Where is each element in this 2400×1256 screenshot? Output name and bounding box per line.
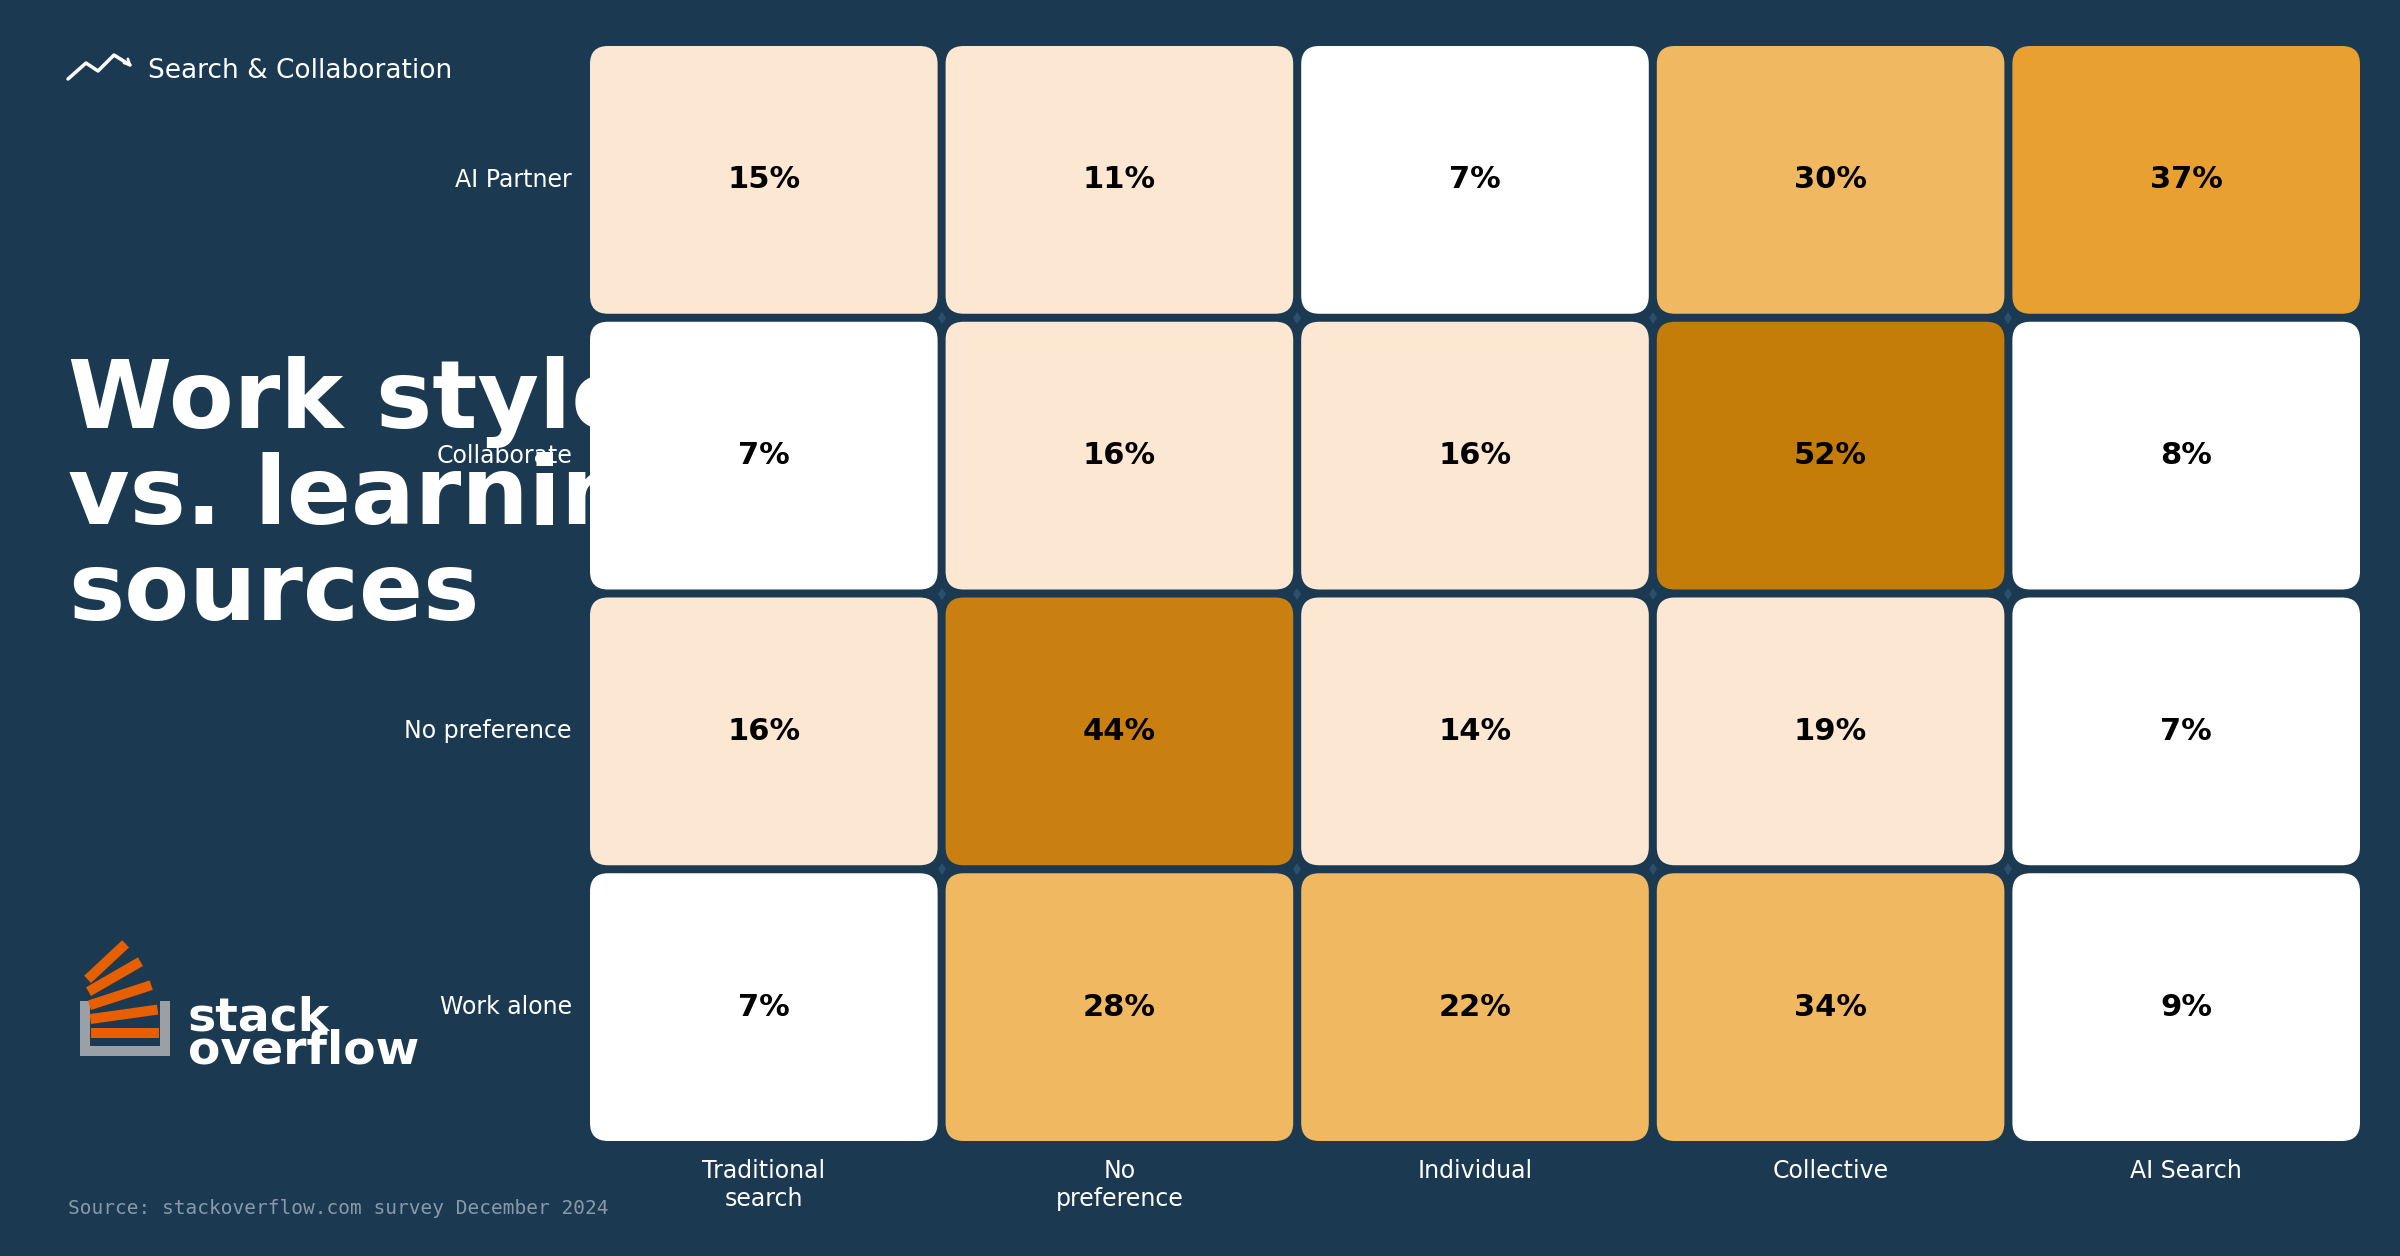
Bar xyxy=(89,1005,158,1024)
Text: stack: stack xyxy=(187,996,331,1040)
Text: 7%: 7% xyxy=(2160,717,2213,746)
FancyBboxPatch shape xyxy=(946,873,1294,1140)
Bar xyxy=(84,941,130,983)
FancyBboxPatch shape xyxy=(2014,46,2359,314)
Text: Traditional
search: Traditional search xyxy=(703,1159,826,1211)
FancyBboxPatch shape xyxy=(2014,322,2359,589)
Text: 22%: 22% xyxy=(1438,992,1512,1021)
Text: 16%: 16% xyxy=(727,717,799,746)
Bar xyxy=(79,1046,170,1056)
Text: 28%: 28% xyxy=(1082,992,1157,1021)
Text: Collaborate: Collaborate xyxy=(437,443,571,467)
FancyBboxPatch shape xyxy=(2014,598,2359,865)
Text: 16%: 16% xyxy=(1438,441,1512,470)
Text: 8%: 8% xyxy=(2160,441,2213,470)
Text: No
preference: No preference xyxy=(1056,1159,1183,1211)
Text: 11%: 11% xyxy=(1082,166,1157,195)
Bar xyxy=(89,981,154,1010)
Text: 15%: 15% xyxy=(727,166,799,195)
Text: Work style
vs. learning
sources: Work style vs. learning sources xyxy=(67,355,696,639)
Text: Search & Collaboration: Search & Collaboration xyxy=(149,58,451,84)
Text: 9%: 9% xyxy=(2160,992,2213,1021)
Text: 34%: 34% xyxy=(1795,992,1867,1021)
Text: Work alone: Work alone xyxy=(439,995,571,1019)
FancyBboxPatch shape xyxy=(1301,322,1649,589)
FancyBboxPatch shape xyxy=(590,322,938,589)
Text: 7%: 7% xyxy=(737,992,790,1021)
Text: 7%: 7% xyxy=(737,441,790,470)
FancyBboxPatch shape xyxy=(946,46,1294,314)
Text: 37%: 37% xyxy=(2150,166,2222,195)
FancyBboxPatch shape xyxy=(1656,322,2004,589)
Bar xyxy=(161,1001,170,1056)
FancyBboxPatch shape xyxy=(1656,873,2004,1140)
Text: 16%: 16% xyxy=(1082,441,1157,470)
FancyBboxPatch shape xyxy=(1656,598,2004,865)
Bar xyxy=(86,957,144,996)
Text: Collective: Collective xyxy=(1774,1159,1889,1183)
Text: 30%: 30% xyxy=(1795,166,1867,195)
FancyBboxPatch shape xyxy=(590,46,938,314)
Text: AI Search: AI Search xyxy=(2131,1159,2242,1183)
FancyBboxPatch shape xyxy=(2014,873,2359,1140)
FancyBboxPatch shape xyxy=(1301,873,1649,1140)
Bar xyxy=(79,1001,91,1056)
Text: Source: stackoverflow.com survey December 2024: Source: stackoverflow.com survey Decembe… xyxy=(67,1199,610,1218)
Text: 44%: 44% xyxy=(1082,717,1157,746)
Text: overflow: overflow xyxy=(187,1029,420,1074)
Text: Individual: Individual xyxy=(1418,1159,1534,1183)
FancyBboxPatch shape xyxy=(590,873,938,1140)
FancyBboxPatch shape xyxy=(590,598,938,865)
Text: AI Partner: AI Partner xyxy=(456,168,571,192)
FancyBboxPatch shape xyxy=(946,322,1294,589)
Text: 52%: 52% xyxy=(1795,441,1867,470)
Text: 19%: 19% xyxy=(1793,717,1867,746)
FancyBboxPatch shape xyxy=(946,598,1294,865)
Bar xyxy=(91,1027,158,1037)
Text: 14%: 14% xyxy=(1438,717,1512,746)
Text: No preference: No preference xyxy=(406,720,571,744)
FancyBboxPatch shape xyxy=(1656,46,2004,314)
FancyBboxPatch shape xyxy=(1301,598,1649,865)
FancyBboxPatch shape xyxy=(1301,46,1649,314)
Text: 7%: 7% xyxy=(1450,166,1500,195)
